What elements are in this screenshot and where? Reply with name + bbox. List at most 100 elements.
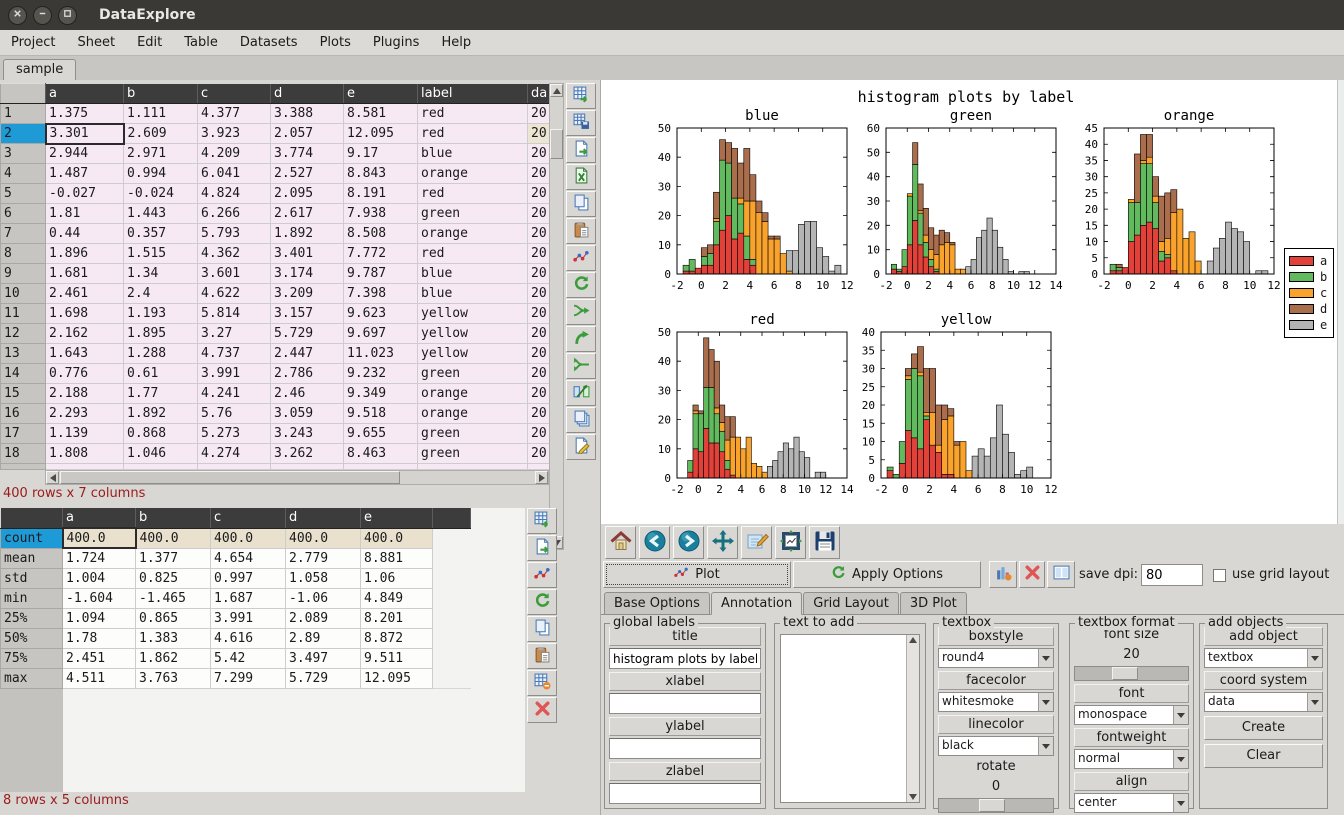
cell[interactable]: 400.0 [61,527,137,549]
slider-thumb[interactable] [979,799,1005,812]
cell[interactable]: 2.779 [285,547,361,569]
cell[interactable]: 20 [526,303,552,324]
cell[interactable]: 2.89 [285,627,361,649]
cell[interactable]: 1.34 [123,263,198,284]
stats-column-header-e[interactable]: e [360,508,433,529]
cell[interactable]: -1.06 [285,587,361,609]
cell[interactable]: 20 [526,143,552,164]
cell[interactable]: 2.293 [45,403,124,424]
column-header-b[interactable]: b [123,83,198,104]
cell[interactable]: 11.023 [343,343,418,364]
cell[interactable]: 3.388 [270,103,344,124]
undo-green-button[interactable] [566,326,596,352]
row-header-4[interactable]: 4 [0,163,46,184]
row-header-2[interactable]: 2 [0,123,46,144]
window-maximize-button[interactable] [58,5,77,25]
cell[interactable]: 2.188 [45,383,124,404]
title-input[interactable] [609,648,761,669]
stats-row-header-max[interactable]: max [0,667,63,689]
cell[interactable]: orange [417,403,528,424]
font-size-slider[interactable] [1074,666,1189,681]
table-save-button[interactable] [566,110,596,136]
coord-system-combobox[interactable]: data [1204,692,1323,712]
cell[interactable]: 1.375 [45,103,124,124]
doc-export-button[interactable] [566,137,596,163]
cell[interactable]: 1.724 [62,547,136,569]
column-header-a[interactable]: a [45,83,124,104]
cell[interactable]: 1.046 [123,443,198,464]
cell[interactable]: 2.617 [270,203,344,224]
add-object-combobox[interactable]: textbox [1204,648,1323,668]
textarea-scrollbar[interactable] [906,635,919,802]
cell[interactable]: 5.729 [270,323,344,344]
column-header-e[interactable]: e [343,83,418,104]
cell[interactable]: 9.655 [343,423,418,444]
row-header-10[interactable]: 10 [0,283,46,304]
cell[interactable]: 4.511 [62,667,136,689]
cell[interactable]: 1.862 [135,647,211,669]
cell[interactable]: 1.643 [45,343,124,364]
cell[interactable]: 20 [526,383,552,404]
menu-plugins[interactable]: Plugins [372,35,420,50]
cell[interactable]: 8.843 [343,163,418,184]
cell[interactable]: 2.609 [123,123,198,144]
cell[interactable]: blue [417,143,528,164]
cell[interactable]: 8.508 [343,223,418,244]
cell[interactable]: red [417,103,528,124]
cell[interactable]: 3.209 [270,283,344,304]
plot-types-button[interactable] [989,561,1017,588]
slider-thumb[interactable] [1112,667,1138,680]
use-grid-layout-checkbox[interactable] [1213,569,1226,582]
cell[interactable]: 8.463 [343,443,418,464]
cell[interactable]: 1.77 [123,383,198,404]
clear-button[interactable]: Clear [1204,744,1323,768]
cell[interactable]: 20 [526,103,552,124]
linecolor-combobox[interactable]: black [938,736,1054,756]
cell[interactable]: 20 [526,183,552,204]
cell[interactable]: 0.997 [210,567,286,589]
scroll-right-button[interactable] [535,471,548,484]
cell[interactable]: 3.157 [270,303,344,324]
cell[interactable]: 2.944 [45,143,124,164]
cell[interactable]: 4.274 [197,443,271,464]
menu-plots[interactable]: Plots [319,35,351,50]
cell[interactable]: 1.487 [45,163,124,184]
cell[interactable]: 3.174 [270,263,344,284]
cell[interactable]: 3.059 [270,403,344,424]
cell[interactable]: 8.201 [360,607,433,629]
menu-sheet[interactable]: Sheet [77,35,116,50]
cell[interactable]: green [417,203,528,224]
tab-grid-layout[interactable]: Grid Layout [803,592,899,615]
cell[interactable]: 3.301 [44,122,125,145]
cell[interactable]: 20 [526,243,552,264]
cell[interactable]: 2.447 [270,343,344,364]
cell[interactable]: 7.938 [343,203,418,224]
cell[interactable]: 7.299 [210,667,286,689]
cell[interactable]: 20 [526,163,552,184]
copy-stack-button[interactable] [566,407,596,433]
row-header-3[interactable]: 3 [0,143,46,164]
cell[interactable]: 7.772 [343,243,418,264]
boxstyle-combobox[interactable]: round4 [938,648,1054,668]
cell[interactable]: 3.497 [285,647,361,669]
cell[interactable]: 0.825 [135,567,211,589]
cell[interactable]: orange [417,223,528,244]
copy-button[interactable] [566,191,596,217]
cell[interactable]: 1.377 [135,547,211,569]
cell[interactable]: red [417,183,528,204]
cell[interactable]: 8.872 [360,627,433,649]
doc-export-button[interactable] [527,535,557,561]
cell[interactable]: 0.776 [45,363,124,384]
cell[interactable]: blue [417,283,528,304]
cell[interactable]: 5.42 [210,647,286,669]
cell[interactable]: 9.232 [343,363,418,384]
cell[interactable]: 1.288 [123,343,198,364]
subplots-button[interactable] [775,526,806,559]
cell[interactable]: green [417,363,528,384]
stats-row-header-75%[interactable]: 75% [0,647,63,669]
cell[interactable]: 20 [526,283,552,304]
column-header-da[interactable]: da [527,83,552,104]
cell[interactable]: 0.61 [123,363,198,384]
stats-column-header-c[interactable]: c [210,508,286,529]
stats-column-header-d[interactable]: d [285,508,361,529]
